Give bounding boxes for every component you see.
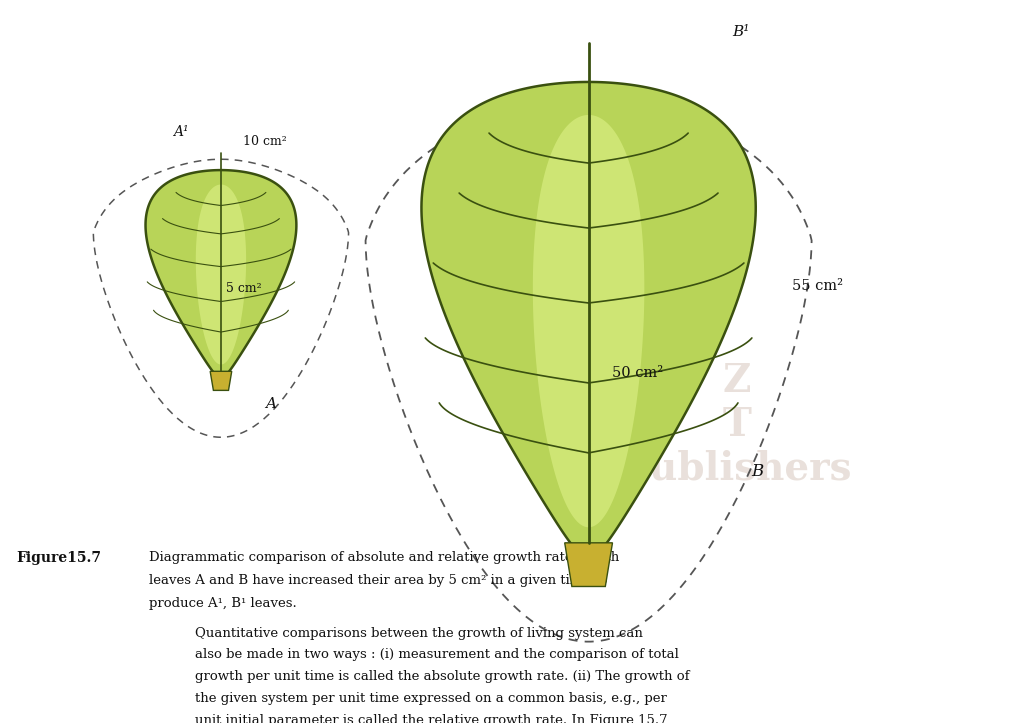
Text: 55 cm²: 55 cm² xyxy=(792,278,843,293)
Text: Z
T
publishers: Z T publishers xyxy=(622,362,851,488)
Text: also be made in two ways : (i) measurement and the comparison of total: also be made in two ways : (i) measureme… xyxy=(196,649,679,662)
Polygon shape xyxy=(532,115,644,527)
Text: B¹: B¹ xyxy=(732,25,750,38)
Text: A: A xyxy=(265,397,275,411)
Text: growth per unit time is called the absolute growth rate. (ii) The growth of: growth per unit time is called the absol… xyxy=(196,670,690,683)
Polygon shape xyxy=(210,372,231,390)
Text: 5 cm²: 5 cm² xyxy=(226,282,262,295)
Text: B: B xyxy=(752,463,764,480)
Text: the given system per unit time expressed on a common basis, e.g., per: the given system per unit time expressed… xyxy=(196,692,668,705)
Polygon shape xyxy=(564,543,612,586)
Polygon shape xyxy=(422,82,756,557)
Polygon shape xyxy=(196,184,246,364)
Text: A¹: A¹ xyxy=(173,125,188,139)
Text: Diagrammatic comparison of absolute and relative growth rates. Both: Diagrammatic comparison of absolute and … xyxy=(150,552,620,565)
Text: 50 cm²: 50 cm² xyxy=(612,366,664,380)
Polygon shape xyxy=(145,170,296,377)
Text: 10 cm²: 10 cm² xyxy=(244,135,287,148)
Text: produce A¹, B¹ leaves.: produce A¹, B¹ leaves. xyxy=(150,596,297,609)
Text: Figure15.7: Figure15.7 xyxy=(16,552,101,565)
Text: Quantitative comparisons between the growth of living system can: Quantitative comparisons between the gro… xyxy=(196,627,643,640)
Text: unit initial parameter is called the relative growth rate. In Figure 15.7: unit initial parameter is called the rel… xyxy=(196,714,668,723)
Text: leaves A and B have increased their area by 5 cm² in a given time to: leaves A and B have increased their area… xyxy=(150,574,608,587)
